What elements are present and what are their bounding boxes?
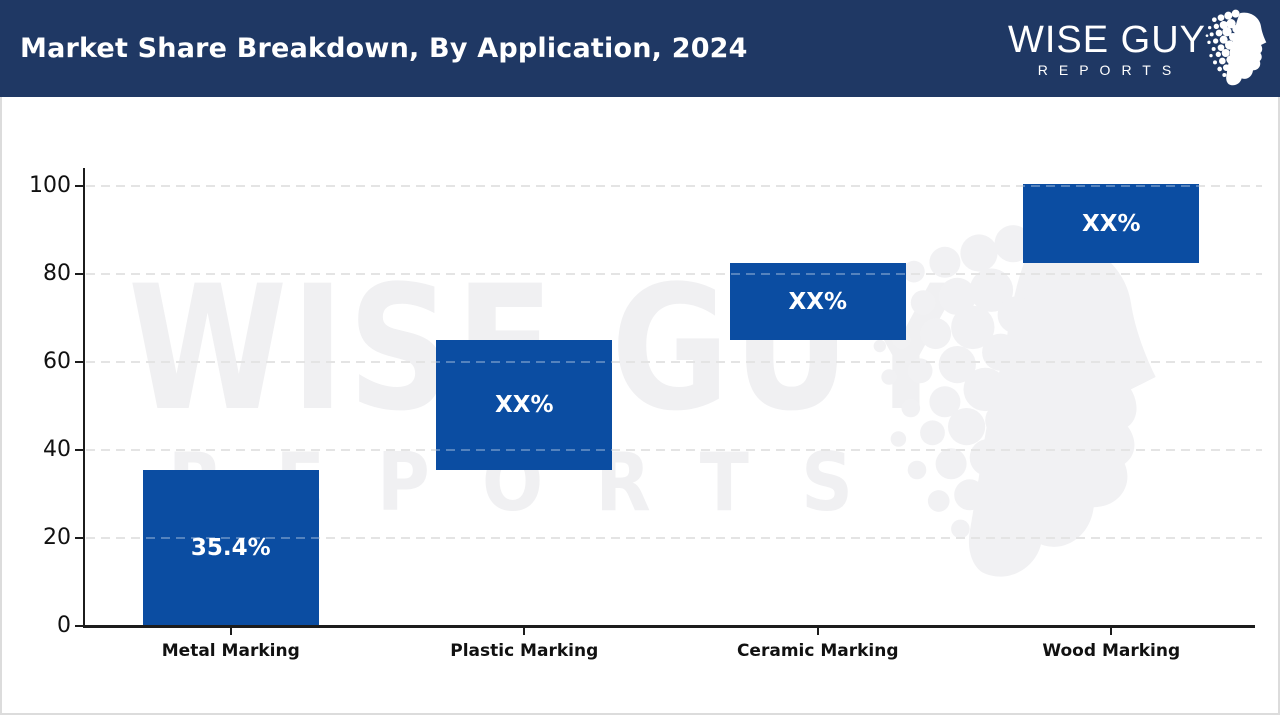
y-axis-tick-label-20: 20 (43, 525, 71, 550)
x-axis-category-label-wood-marking: Wood Marking (1042, 641, 1181, 661)
y-axis-tick-label-100: 100 (29, 173, 71, 198)
logo-text-reports: REPORTS (1037, 61, 1183, 78)
x-axis-tick-wood-marking (1110, 628, 1113, 635)
header-bar: Market Share Breakdown, By Application, … (0, 0, 1280, 97)
wiseguy-logo: WISE GUY REPORTS (1008, 9, 1270, 89)
bar-value-label-wood-marking: XX% (1081, 210, 1141, 237)
gridline-100 (86, 185, 1262, 187)
y-axis-tick-label-40: 40 (43, 437, 71, 462)
y-axis-tick-20 (75, 537, 84, 539)
y-axis-tick-80 (75, 273, 84, 275)
page-title: Market Share Breakdown, By Application, … (20, 33, 748, 64)
y-axis-tick-60 (75, 361, 84, 363)
y-axis-tick-label-80: 80 (43, 261, 71, 286)
y-axis-line (83, 168, 85, 628)
gridline-40 (86, 449, 1262, 451)
y-axis-tick-label-60: 60 (43, 349, 71, 374)
gridline-overlay-40 (86, 449, 1262, 451)
logo-wordmark: WISE GUY REPORTS (1008, 21, 1206, 77)
gridline-overlay-100 (86, 185, 1262, 187)
x-axis-line (83, 625, 1255, 628)
gridline-overlay-80 (86, 273, 1262, 275)
bar-value-label-ceramic-marking: XX% (788, 288, 847, 315)
gridline-60 (86, 361, 1262, 363)
page-border-right (1278, 97, 1280, 714)
x-axis-tick-plastic-marking (523, 628, 526, 635)
bar-metal-marking (142, 470, 319, 626)
gridline-80 (86, 273, 1262, 275)
gridline-20 (86, 537, 1262, 539)
x-axis-tick-metal-marking (229, 628, 232, 635)
gridline-overlay-60 (86, 361, 1262, 363)
bar-value-label-plastic-marking: XX% (494, 392, 554, 419)
x-axis-tick-ceramic-marking (816, 628, 819, 635)
y-axis-tick-40 (75, 449, 84, 451)
gridline-overlay-20 (86, 537, 1262, 539)
x-axis-category-label-plastic-marking: Plastic Marking (450, 641, 599, 661)
y-axis-tick-100 (75, 185, 84, 187)
y-axis-tick-label-0: 0 (57, 613, 71, 638)
y-axis-tick-0 (75, 625, 84, 627)
logo-text-wiseguy: WISE GUY (1007, 18, 1206, 61)
x-axis-category-label-ceramic-marking: Ceramic Marking (736, 641, 899, 661)
bar-plastic-marking (436, 340, 613, 471)
x-axis-category-label-metal-marking: Metal Marking (161, 641, 300, 661)
bar-value-label-metal-marking: 35.4% (190, 535, 271, 562)
page-border-left (0, 97, 2, 714)
page-border-bottom (0, 713, 1280, 715)
